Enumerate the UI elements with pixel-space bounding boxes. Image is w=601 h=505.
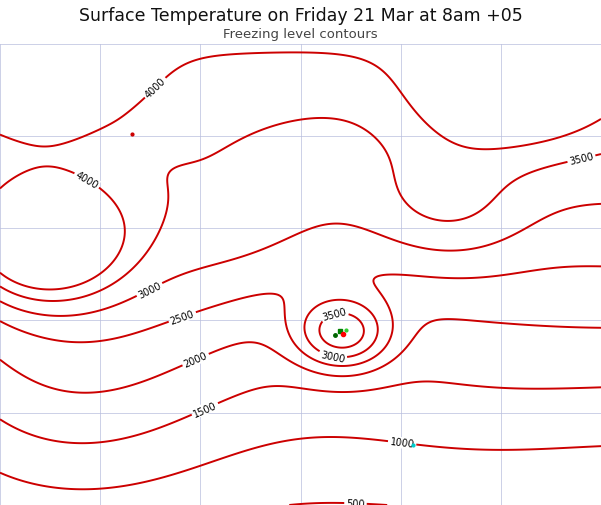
Text: 2500: 2500 (169, 309, 195, 326)
Text: 3500: 3500 (569, 152, 594, 167)
Text: Surface Temperature on Friday 21 Mar at 8am +05: Surface Temperature on Friday 21 Mar at … (79, 7, 522, 25)
Text: Freezing level contours: Freezing level contours (223, 28, 378, 41)
Text: 3500: 3500 (321, 307, 347, 323)
Text: 3000: 3000 (320, 349, 346, 364)
Text: 3000: 3000 (136, 280, 163, 300)
Text: 2000: 2000 (182, 350, 209, 369)
Text: 1000: 1000 (389, 436, 415, 449)
Text: 4000: 4000 (143, 76, 168, 100)
Text: 4000: 4000 (74, 170, 100, 191)
Text: 500: 500 (346, 498, 365, 505)
Text: 1500: 1500 (192, 399, 218, 419)
